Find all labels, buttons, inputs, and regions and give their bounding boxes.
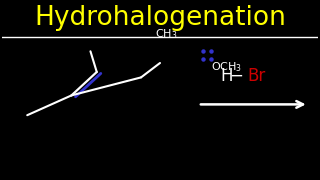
- Text: Br: Br: [247, 67, 266, 85]
- Text: Hydrohalogenation: Hydrohalogenation: [34, 5, 286, 31]
- Text: $\mathregular{CH_3}$: $\mathregular{CH_3}$: [155, 28, 178, 41]
- Text: H: H: [220, 67, 233, 85]
- Text: −: −: [229, 67, 243, 85]
- Text: $\mathregular{OCH_3}$: $\mathregular{OCH_3}$: [211, 60, 242, 73]
